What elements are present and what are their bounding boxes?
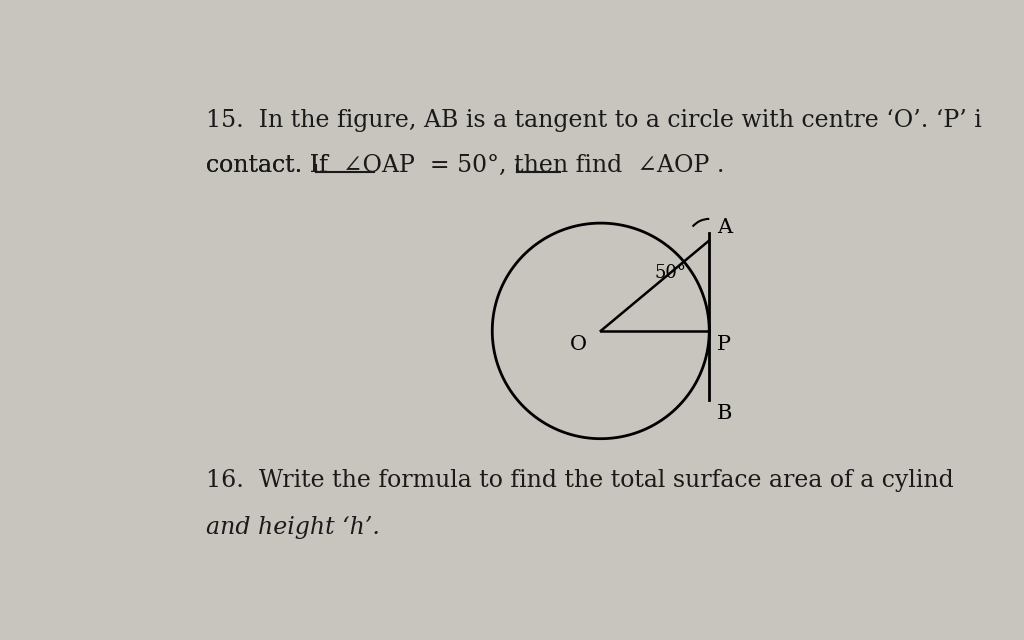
Text: A: A [717,218,732,237]
Text: P: P [717,335,731,354]
Text: 50°: 50° [654,264,686,282]
Text: B: B [717,404,732,423]
Text: 15.  In the figure, AB is a tangent to a circle with centre ‘O’. ‘P’ i: 15. In the figure, AB is a tangent to a … [206,109,981,132]
Text: 16.  Write the formula to find the total surface area of a cylind: 16. Write the formula to find the total … [206,470,953,493]
Text: O: O [569,335,587,354]
Text: and height ‘h’.: and height ‘h’. [206,516,379,539]
Text: contact. If  ∠OAP  = 50°, then find  ∠AOP .: contact. If ∠OAP = 50°, then find ∠AOP . [206,154,724,177]
Text: contact. If: contact. If [206,154,335,177]
